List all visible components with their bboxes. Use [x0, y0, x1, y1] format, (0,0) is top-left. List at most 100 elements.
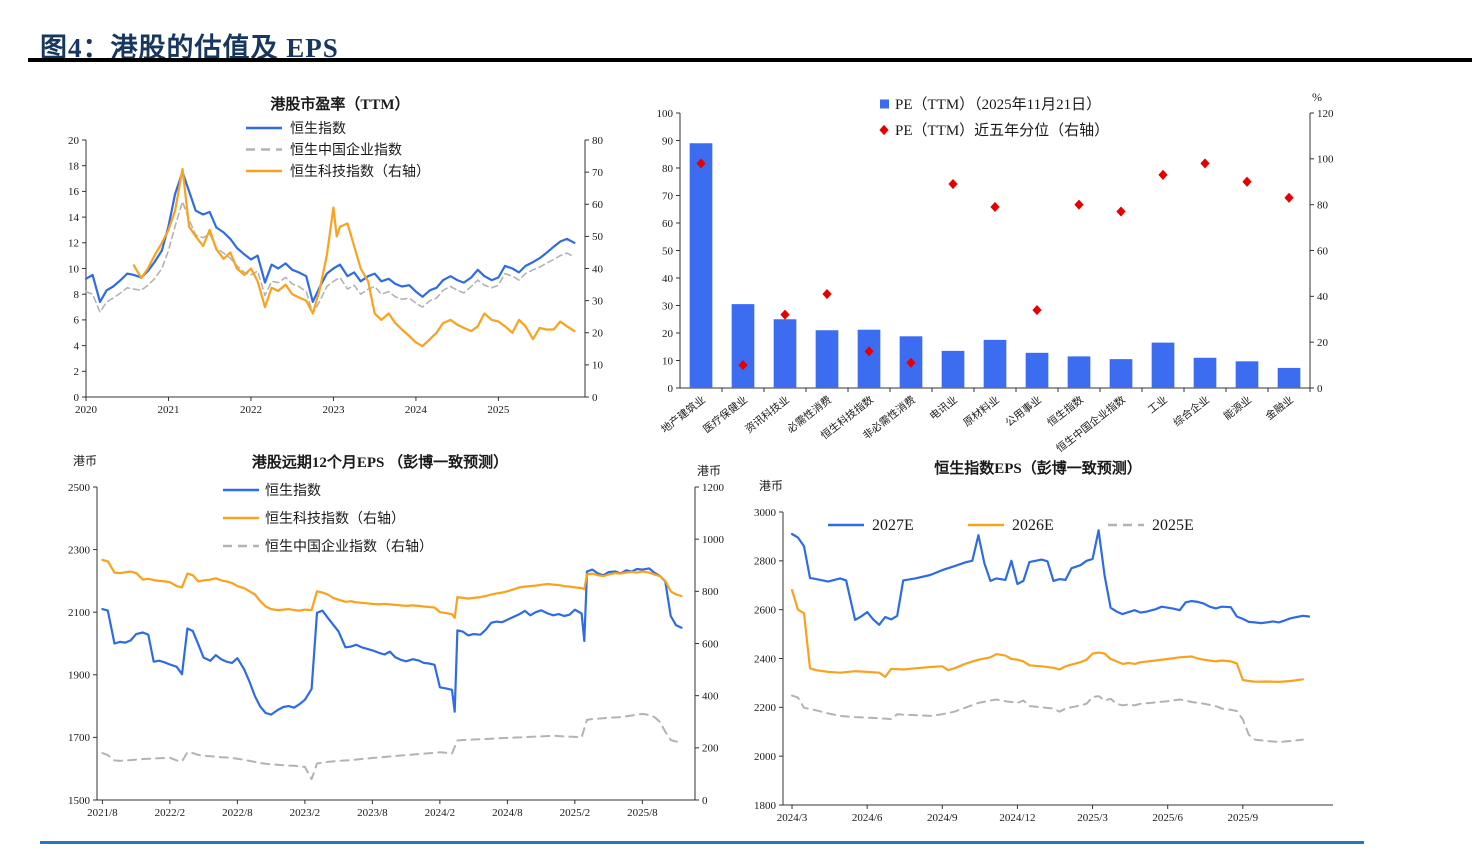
- series-line: [790, 529, 1311, 626]
- series-line: [132, 167, 576, 348]
- legend-label: 2025E: [1152, 517, 1194, 534]
- right-tick-label: 70: [592, 167, 604, 179]
- category-label: 金融业: [1263, 393, 1296, 423]
- x-tick-label: 2025/9: [1228, 812, 1259, 824]
- left-tick-label: 60: [662, 218, 674, 230]
- right-tick-label: 40: [1317, 291, 1329, 303]
- right-tick-label: 1200: [702, 482, 725, 494]
- title-divider: [28, 58, 1472, 62]
- category-label: 公用事业: [1003, 393, 1044, 429]
- diamond-marker: [822, 288, 832, 300]
- x-tick-label: 2022: [240, 404, 262, 416]
- series-line: [101, 558, 683, 619]
- left-tick-label: 2400: [754, 653, 777, 665]
- category-label: 恒生中国企业指数: [1054, 393, 1129, 455]
- bar: [857, 329, 881, 388]
- diamond-marker: [1116, 206, 1126, 217]
- left-tick-label: 1500: [68, 795, 91, 807]
- series-line: [101, 567, 683, 716]
- left-tick-label: 1800: [754, 800, 777, 812]
- x-tick-label: 2024/8: [492, 807, 523, 819]
- x-tick-label: 2023/8: [357, 807, 388, 819]
- legend-diamond-marker: [879, 124, 889, 136]
- left-tick-label: 14: [68, 212, 80, 224]
- legend-label: 恒生中国企业指数: [290, 141, 402, 158]
- left-tick-label: 2: [74, 366, 80, 378]
- left-tick-label: 50: [662, 245, 674, 257]
- legend-label: 2026E: [1012, 517, 1054, 534]
- diamond-marker: [1158, 169, 1168, 180]
- right-tick-label: 0: [702, 795, 708, 807]
- right-tick-label: 0: [1317, 383, 1323, 395]
- left-tick-label: 1900: [68, 670, 91, 682]
- diamond-marker: [1074, 199, 1084, 210]
- left-tick-label: 3000: [754, 507, 777, 519]
- left-tick-label: 20: [662, 328, 674, 340]
- left-tick-label: 90: [662, 135, 674, 147]
- left-tick-label: 2800: [754, 556, 777, 568]
- left-tick-label: 2100: [68, 607, 91, 619]
- hsi-eps-svg: 1800 2000 2200 2400 2600 2800 3000 港币 2024/3 2024…: [754, 459, 1333, 824]
- bar: [1277, 367, 1301, 388]
- right-tick-label: 800: [702, 586, 719, 598]
- right-tick-label: 30: [592, 295, 604, 307]
- right-tick-label: 20: [1317, 337, 1329, 349]
- chart-industry-pe: 0 10 20 30 40 50 60 70 80 90 100 0 20 40 60 80 100 120% 地产…: [657, 90, 1366, 455]
- category-label: 资讯科技业: [742, 393, 791, 436]
- left-tick-label: 0: [668, 383, 674, 395]
- diamond-marker: [1200, 158, 1210, 169]
- right-axis-label: 港币: [697, 464, 721, 478]
- diamond-marker: [1284, 192, 1294, 203]
- legend-label: PE（TTM）近五年分位（右轴）: [895, 122, 1109, 139]
- right-tick-label: 50: [592, 231, 604, 243]
- category-label: 电讯业: [927, 393, 960, 423]
- left-tick-label: 40: [662, 273, 674, 285]
- x-tick-label: 2024/12: [999, 812, 1035, 824]
- right-axis-label: %: [1312, 90, 1322, 104]
- legend-label: 2027E: [872, 517, 914, 534]
- left-tick-label: 70: [662, 190, 674, 202]
- x-tick-label: 2021/8: [87, 807, 118, 819]
- series-line: [85, 200, 576, 315]
- right-tick-label: 80: [1317, 199, 1329, 211]
- left-tick-label: 10: [68, 263, 80, 275]
- industry-pe-svg: 0 10 20 30 40 50 60 70 80 90 100 0 20 40 60 80 100 120% 地产…: [657, 90, 1335, 455]
- x-tick-label: 2025: [487, 404, 510, 416]
- left-tick-label: 6: [74, 315, 80, 327]
- right-tick-label: 400: [702, 690, 719, 702]
- right-tick-label: 80: [592, 135, 604, 147]
- series-line: [790, 589, 1305, 683]
- x-tick-label: 2025/2: [560, 807, 591, 819]
- category-label: 恒生指数: [1045, 393, 1086, 429]
- diamond-marker: [780, 309, 790, 320]
- x-tick-label: 2023: [322, 404, 345, 416]
- chart-hsi-eps: 1800 2000 2200 2400 2600 2800 3000 港币 2024/3 2024…: [678, 455, 1390, 840]
- diamond-marker: [990, 201, 1000, 213]
- x-tick-label: 2024/6: [852, 812, 883, 824]
- footer-divider: [40, 841, 1364, 844]
- diamond-marker: [864, 346, 874, 357]
- left-tick-label: 0: [74, 392, 80, 404]
- diamond-marker: [738, 359, 748, 371]
- bar: [941, 350, 965, 388]
- bar: [983, 339, 1007, 388]
- left-tick-label: 20: [68, 135, 80, 147]
- left-tick-label: 10: [662, 355, 674, 367]
- diamond-marker: [1032, 304, 1042, 316]
- legend-label: 恒生科技指数（右轴）: [265, 511, 405, 527]
- bar: [1235, 361, 1259, 388]
- chart-title: 港股远期12个月EPS （彭博一致预测）: [252, 453, 508, 471]
- left-axis-label: 港币: [759, 479, 783, 493]
- x-tick-label: 2024/2: [425, 807, 456, 819]
- x-tick-label: 2024/9: [927, 812, 958, 824]
- bar: [731, 304, 755, 388]
- left-tick-label: 18: [68, 161, 80, 173]
- legend-label: PE（TTM）（2025年11月21日）: [895, 96, 1101, 113]
- diamond-marker: [906, 357, 916, 368]
- bar: [689, 143, 713, 388]
- bar: [1151, 342, 1175, 388]
- left-tick-label: 30: [662, 300, 674, 312]
- x-tick-label: 2023/2: [290, 807, 321, 819]
- left-tick-label: 2600: [754, 604, 777, 616]
